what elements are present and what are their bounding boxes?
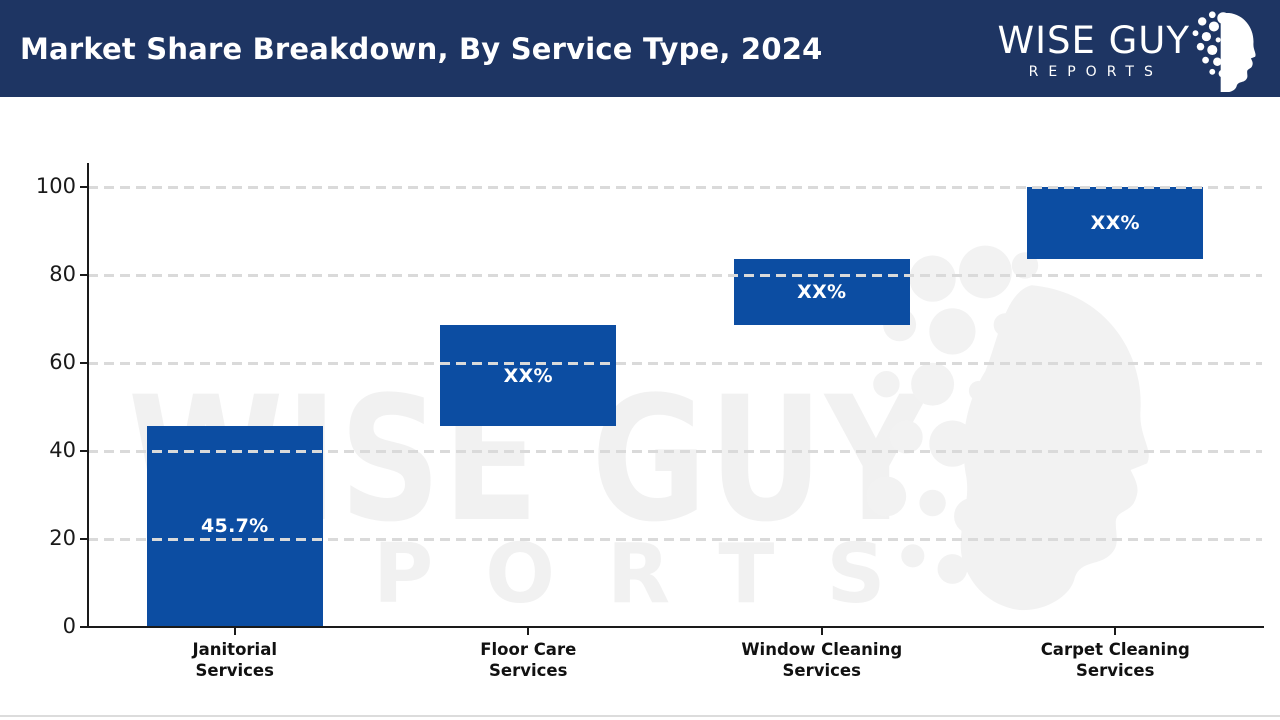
y-tick-label: 20 xyxy=(49,526,76,550)
x-tick-mark xyxy=(820,628,823,635)
gridline-40 xyxy=(88,450,1262,453)
bar-1: 45.7% xyxy=(146,425,323,627)
y-tick-label: 80 xyxy=(49,262,76,286)
category-label: Carpet Cleaning Services xyxy=(1040,640,1190,680)
wiseguy-logo: WISE GUY REPORTS xyxy=(998,8,1262,92)
page-title: Market Share Breakdown, By Service Type,… xyxy=(20,31,823,66)
bar-value-label: XX% xyxy=(797,281,847,304)
category-label: Floor Care Services xyxy=(480,640,577,680)
y-tick-label: 40 xyxy=(49,438,76,462)
category-label: Janitorial Services xyxy=(192,640,277,680)
category-label: Window Cleaning Services xyxy=(741,640,903,680)
y-tick-mark xyxy=(80,362,87,364)
gridline-60 xyxy=(88,362,1262,365)
bar-3: XX% xyxy=(733,259,910,326)
y-tick-mark xyxy=(80,274,87,276)
bar-value-label: XX% xyxy=(1090,212,1140,235)
gridline-100 xyxy=(88,186,1262,189)
x-tick-mark xyxy=(233,628,236,635)
y-tick-label: 100 xyxy=(35,174,76,198)
y-tick-mark xyxy=(80,626,87,628)
bar-2: XX% xyxy=(440,325,617,426)
gridline-80 xyxy=(88,274,1262,277)
bar-value-label: 45.7% xyxy=(201,515,269,538)
gridline-20 xyxy=(88,538,1262,541)
x-axis xyxy=(87,626,1264,628)
logo-subtitle: REPORTS xyxy=(1028,63,1163,80)
y-tick-label: 0 xyxy=(62,614,76,638)
logo-wordmark: WISE GUY xyxy=(997,18,1190,62)
y-tick-mark xyxy=(80,450,87,452)
y-axis xyxy=(87,163,89,627)
y-tick-mark xyxy=(80,538,87,540)
bottom-border xyxy=(0,715,1280,717)
logo-text: WISE GUY REPORTS xyxy=(998,22,1190,79)
bar-value-label: XX% xyxy=(503,364,553,387)
header: Market Share Breakdown, By Service Type,… xyxy=(0,0,1280,97)
x-tick-mark xyxy=(1114,628,1117,635)
y-tick-mark xyxy=(80,186,87,188)
chart-area: WISE GUY REPORTS 0 20 40 60 80 100 45.7% Janito… xyxy=(0,97,1280,717)
x-tick-mark xyxy=(527,628,530,635)
logo-head-icon xyxy=(1192,11,1256,92)
bar-4: XX% xyxy=(1027,187,1204,260)
y-tick-label: 60 xyxy=(49,350,76,374)
